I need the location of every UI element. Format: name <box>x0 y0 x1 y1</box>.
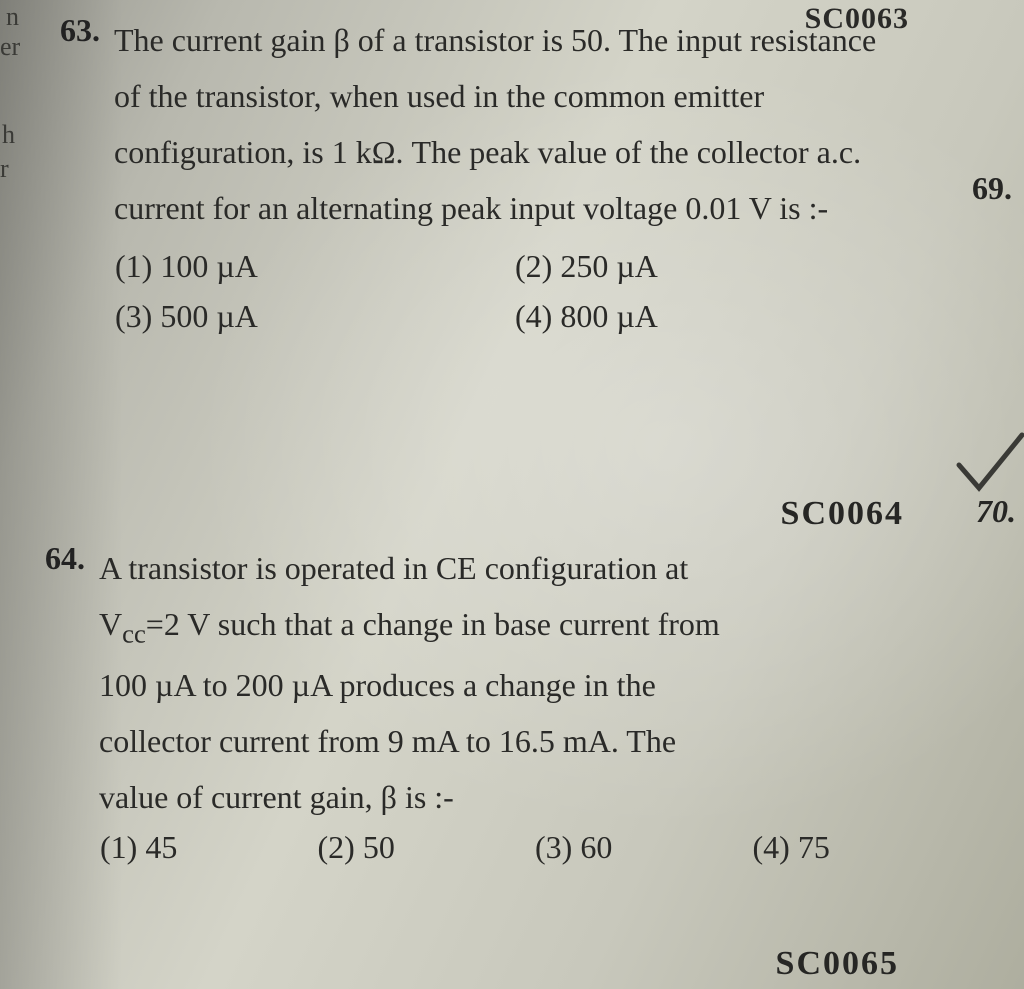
option-1: (1) 100 µA <box>115 242 515 292</box>
options-block: (1) 45 (2) 50 (3) 60 (4) 75 <box>100 829 940 866</box>
option-4: (4) 75 <box>753 829 971 866</box>
margin-fragment: n <box>6 2 19 32</box>
checkmark-icon <box>954 430 1024 500</box>
q64-line: A transistor is operated in CE configura… <box>99 550 688 586</box>
option-2: (2) 250 µA <box>515 242 915 292</box>
option-2: (2) 50 <box>318 829 536 866</box>
question-64: 64. A transistor is operated in CE confi… <box>45 540 940 866</box>
option-4: (4) 800 µA <box>515 292 915 342</box>
question-63: 63.The current gain β of a transistor is… <box>60 12 915 341</box>
question-text: The current gain β of a transistor is 50… <box>114 12 904 236</box>
option-row: (3) 500 µA (4) 800 µA <box>115 292 915 342</box>
margin-fragment: r <box>0 154 9 184</box>
q64-line: value of current gain, β is :- <box>99 779 454 815</box>
page-container: n er h r SC0063 63.The current gain β of… <box>0 0 1024 989</box>
option-row: (1) 100 µA (2) 250 µA <box>115 242 915 292</box>
q64-line: collector current from 9 mA to 16.5 mA. … <box>99 723 676 759</box>
margin-fragment: er <box>0 32 20 62</box>
question-number: 63. <box>60 12 114 49</box>
question-code-bottom: SC0065 <box>776 945 899 983</box>
option-1: (1) 45 <box>100 829 318 866</box>
side-question-69: 69. <box>972 170 1012 207</box>
q64-line: =2 V such that a change in base current … <box>146 606 720 642</box>
side-question-70: 70. <box>976 493 1016 530</box>
option-3: (3) 60 <box>535 829 753 866</box>
question-text: A transistor is operated in CE configura… <box>99 540 929 825</box>
question-code-mid: SC0064 <box>781 495 904 533</box>
option-row: (1) 45 (2) 50 (3) 60 (4) 75 <box>100 829 970 866</box>
margin-fragment: h <box>2 120 15 150</box>
question-number: 64. <box>45 540 99 577</box>
option-3: (3) 500 µA <box>115 292 515 342</box>
q64-vcc-v: V <box>99 606 122 642</box>
options-block: (1) 100 µA (2) 250 µA (3) 500 µA (4) 800… <box>115 242 915 341</box>
q64-line: 100 µA to 200 µA produces a change in th… <box>99 667 656 703</box>
q64-vcc-sub: cc <box>122 618 146 648</box>
